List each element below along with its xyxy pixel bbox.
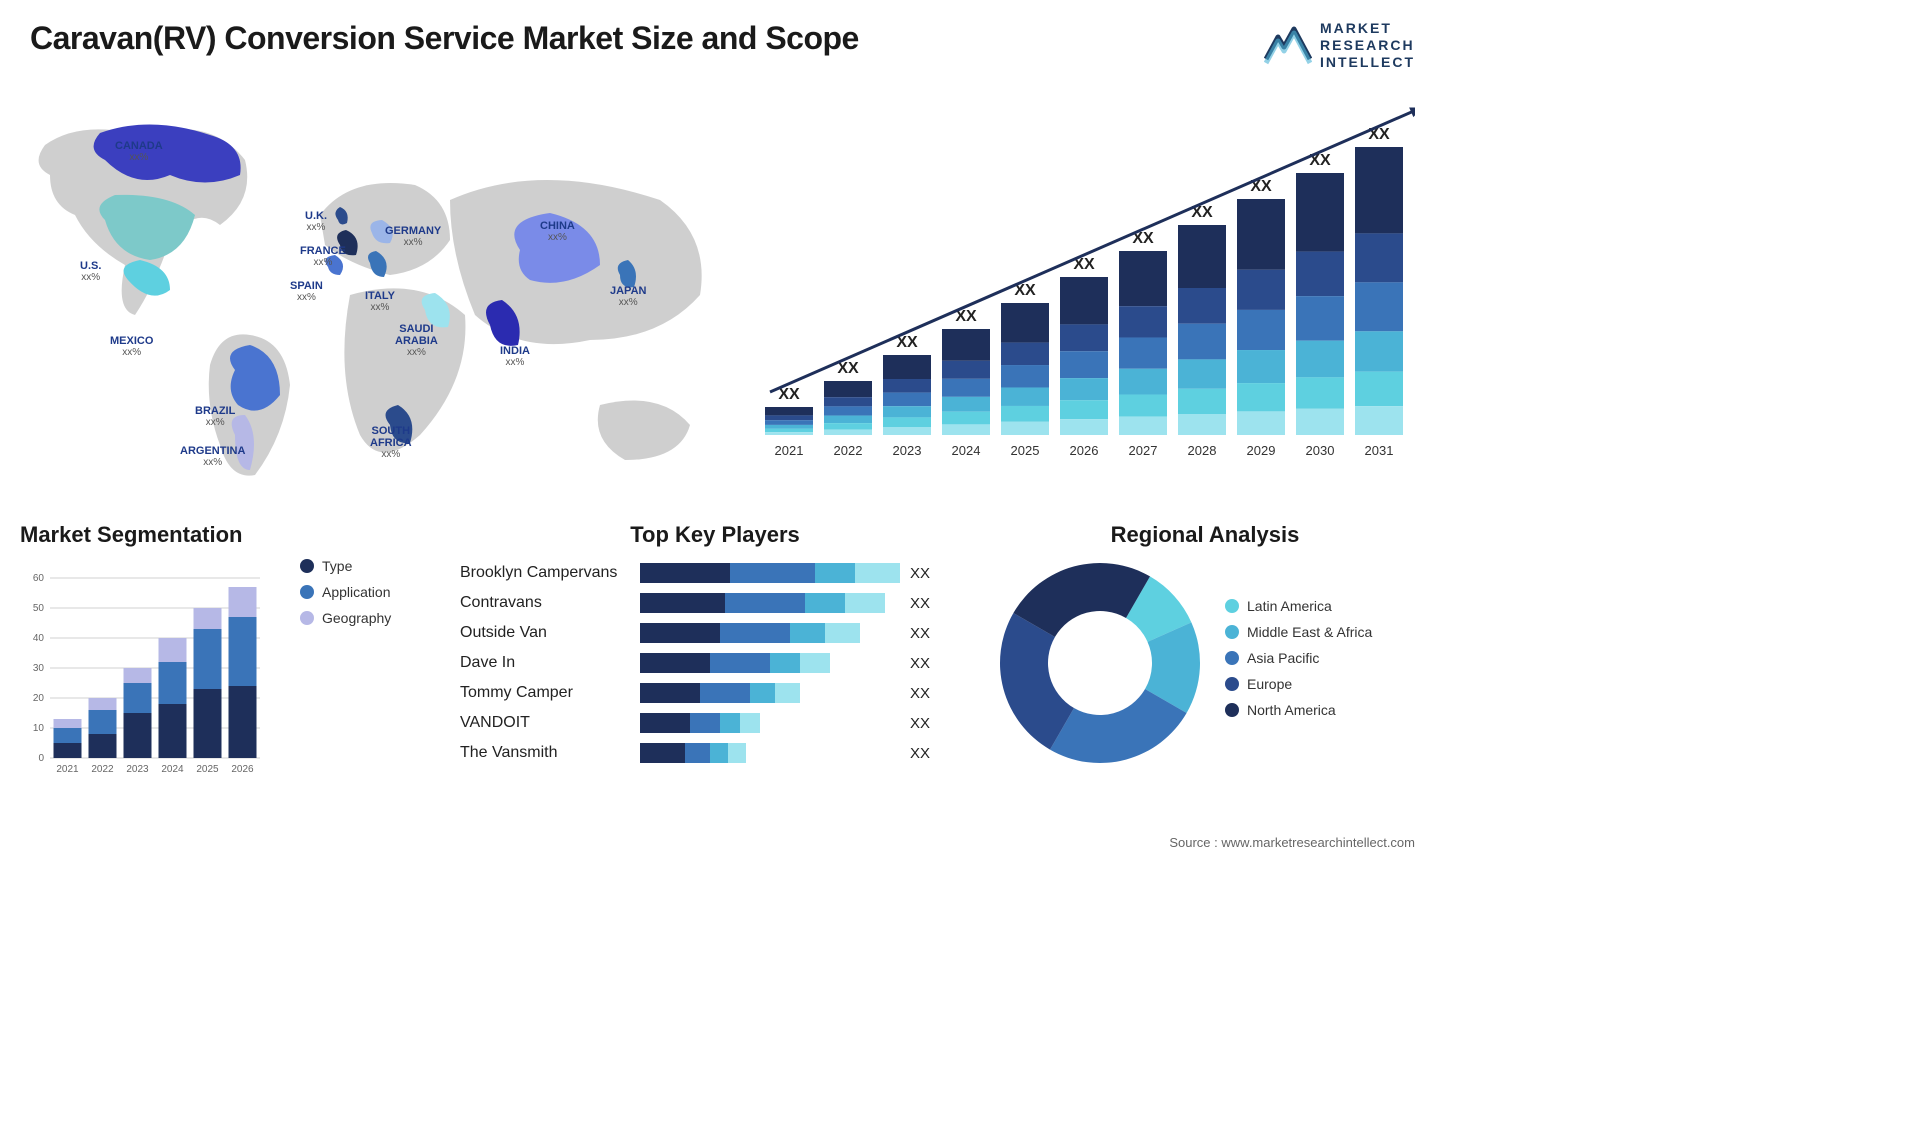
legend-item: Europe (1225, 676, 1372, 692)
key-player-name: Brooklyn Campervans (460, 564, 640, 582)
svg-text:2021: 2021 (775, 443, 804, 458)
segmentation-chart-svg: 0 10 20 30 40 50 60 2021 2022 2023 2024 2025 2026 (20, 558, 280, 778)
svg-text:20: 20 (33, 693, 45, 704)
map-label: CHINAxx% (540, 220, 575, 243)
svg-text:2023: 2023 (126, 764, 149, 775)
growth-chart-panel: XX2021XX2022XX2023XX2024XX2025XX2026XX20… (755, 105, 1415, 465)
map-label: JAPANxx% (610, 285, 646, 308)
key-player-bar (640, 563, 900, 583)
map-label: INDIAxx% (500, 345, 530, 368)
svg-text:2024: 2024 (952, 443, 981, 458)
key-player-bar (640, 683, 900, 703)
key-player-bar (640, 743, 900, 763)
map-label: SAUDIARABIAxx% (395, 323, 438, 358)
growth-chart-svg: XX2021XX2022XX2023XX2024XX2025XX2026XX20… (755, 105, 1415, 465)
key-player-name: Tommy Camper (460, 684, 640, 702)
legend-item: Application (300, 584, 391, 600)
map-label: BRAZILxx% (195, 405, 235, 428)
svg-text:2021: 2021 (56, 764, 79, 775)
svg-text:2022: 2022 (91, 764, 114, 775)
legend-item: Middle East & Africa (1225, 624, 1372, 640)
map-label: U.S.xx% (80, 260, 101, 283)
brand-logo: MARKET RESEARCH INTELLECT (1264, 20, 1415, 70)
key-player-name: Contravans (460, 594, 640, 612)
key-player-row: Brooklyn Campervans XX (460, 558, 970, 588)
logo-icon (1264, 25, 1312, 65)
svg-text:0: 0 (38, 753, 44, 764)
key-player-row: Outside Van XX (460, 618, 970, 648)
svg-text:2027: 2027 (1129, 443, 1158, 458)
svg-text:2026: 2026 (231, 764, 254, 775)
svg-text:2026: 2026 (1070, 443, 1099, 458)
key-players-title: Top Key Players (460, 522, 970, 548)
svg-text:60: 60 (33, 573, 45, 584)
svg-text:2025: 2025 (196, 764, 219, 775)
key-player-name: VANDOIT (460, 714, 640, 732)
svg-text:2030: 2030 (1306, 443, 1335, 458)
key-players-rows: Brooklyn CampervansXXContravansXXOutside… (460, 558, 970, 768)
svg-text:2022: 2022 (834, 443, 863, 458)
svg-text:2028: 2028 (1188, 443, 1217, 458)
map-label: ITALYxx% (365, 290, 395, 313)
segmentation-legend: Type Application Geography (300, 558, 391, 778)
key-players-panel: Top Key Players Brooklyn CampervansXXCon… (460, 522, 970, 802)
key-player-row: Dave In XX (460, 648, 970, 678)
key-player-bar (640, 593, 900, 613)
regional-donut-svg (995, 558, 1205, 768)
svg-text:2029: 2029 (1247, 443, 1276, 458)
svg-text:30: 30 (33, 663, 45, 674)
key-player-row: Contravans XX (460, 588, 970, 618)
svg-text:2031: 2031 (1365, 443, 1394, 458)
svg-text:2025: 2025 (1011, 443, 1040, 458)
svg-text:2023: 2023 (893, 443, 922, 458)
map-label: MEXICOxx% (110, 335, 153, 358)
key-player-value: XX (910, 655, 930, 672)
map-label: SOUTHAFRICAxx% (370, 425, 412, 460)
key-player-bar (640, 653, 900, 673)
key-player-name: The Vansmith (460, 744, 640, 762)
logo-line2: RESEARCH (1320, 37, 1415, 54)
key-player-row: The Vansmith XX (460, 738, 970, 768)
legend-item: Latin America (1225, 598, 1372, 614)
key-player-value: XX (910, 685, 930, 702)
page-title: Caravan(RV) Conversion Service Market Si… (30, 20, 1415, 57)
map-label: GERMANYxx% (385, 225, 441, 248)
svg-text:10: 10 (33, 723, 45, 734)
legend-item: Geography (300, 610, 391, 626)
world-map-panel: CANADAxx% U.S.xx% MEXICOxx% BRAZILxx% ARGENT… (20, 105, 720, 495)
map-label: U.K.xx% (305, 210, 327, 233)
logo-line1: MARKET (1320, 20, 1415, 37)
segmentation-title: Market Segmentation (20, 522, 440, 548)
source-footer: Source : www.marketresearchintellect.com (1169, 835, 1415, 850)
svg-text:50: 50 (33, 603, 45, 614)
key-player-name: Outside Van (460, 624, 640, 642)
key-player-bar (640, 713, 900, 733)
key-player-row: VANDOIT XX (460, 708, 970, 738)
legend-item: Asia Pacific (1225, 650, 1372, 666)
regional-panel: Regional Analysis Latin America Middle Ea… (995, 522, 1415, 802)
key-player-value: XX (910, 595, 930, 612)
legend-item: Type (300, 558, 391, 574)
key-player-value: XX (910, 625, 930, 642)
logo-line3: INTELLECT (1320, 54, 1415, 71)
svg-text:2024: 2024 (161, 764, 184, 775)
key-player-bar (640, 623, 900, 643)
regional-legend: Latin America Middle East & Africa Asia Pa… (1225, 598, 1372, 728)
key-player-value: XX (910, 745, 930, 762)
map-label: CANADAxx% (115, 140, 163, 163)
map-label: FRANCExx% (300, 245, 346, 268)
legend-item: North America (1225, 702, 1372, 718)
key-player-name: Dave In (460, 654, 640, 672)
regional-title: Regional Analysis (995, 522, 1415, 548)
map-label: SPAINxx% (290, 280, 323, 303)
map-label: ARGENTINAxx% (180, 445, 245, 468)
svg-text:40: 40 (33, 633, 45, 644)
key-player-value: XX (910, 565, 930, 582)
key-player-row: Tommy Camper XX (460, 678, 970, 708)
segmentation-panel: Market Segmentation 0 10 20 30 40 50 60 2021 202… (20, 522, 440, 802)
key-player-value: XX (910, 715, 930, 732)
